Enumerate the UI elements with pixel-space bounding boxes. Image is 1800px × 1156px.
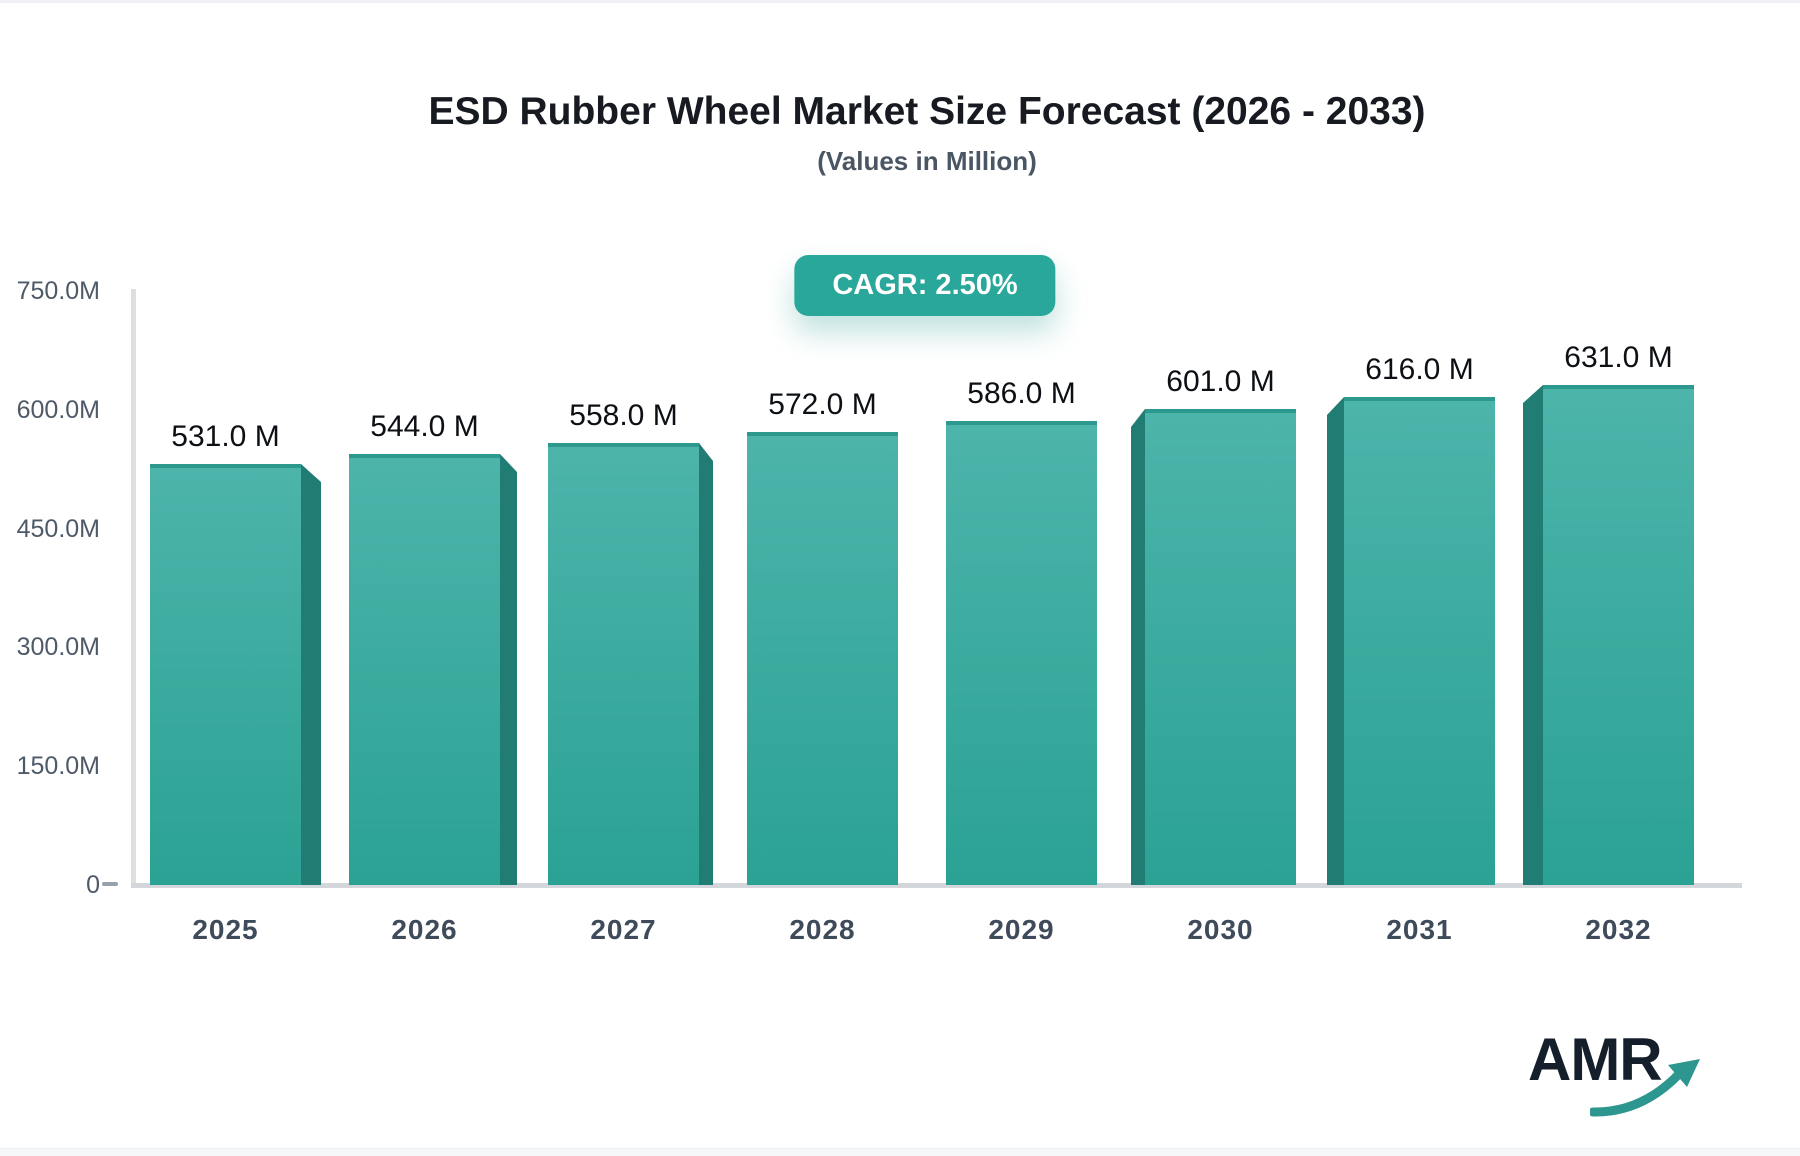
cagr-badge: CAGR: 2.50% xyxy=(794,255,1056,316)
bar-value-label: 544.0 M xyxy=(370,410,479,443)
bar-value-label: 572.0 M xyxy=(768,388,877,421)
bar-side-face xyxy=(1131,409,1145,885)
bar-value-label: 586.0 M xyxy=(967,377,1076,410)
bar-value-label: 601.0 M xyxy=(1166,365,1275,398)
bar-2031 xyxy=(1344,397,1495,885)
bar-side-face xyxy=(699,443,713,885)
zero-tick-mark xyxy=(102,882,118,886)
bar-value-label: 616.0 M xyxy=(1365,353,1474,386)
bar-2030 xyxy=(1145,409,1296,885)
chart-title: ESD Rubber Wheel Market Size Forecast (2… xyxy=(428,90,1426,133)
y-tick-label: 150.0M xyxy=(16,752,100,780)
x-tick-label: 2032 xyxy=(1585,914,1652,945)
bar-value-label: 531.0 M xyxy=(171,420,280,453)
y-tick-label: 600.0M xyxy=(16,396,100,424)
bar-2029 xyxy=(946,421,1097,885)
bar-value-label: 631.0 M xyxy=(1564,341,1673,374)
amr-logo: AMR xyxy=(1528,1026,1718,1117)
x-axis-line xyxy=(131,883,1742,888)
bar-2026 xyxy=(349,454,500,885)
trend-arrow-icon xyxy=(1590,1059,1700,1117)
x-tick-label: 2028 xyxy=(789,914,856,945)
x-tick-label: 2026 xyxy=(391,914,458,945)
bar-2025 xyxy=(150,464,301,885)
bar-side-face xyxy=(1327,397,1344,885)
bar-side-face xyxy=(1523,385,1543,885)
x-tick-label: 2030 xyxy=(1187,914,1254,945)
bar-2028 xyxy=(747,432,898,885)
y-tick-label: 750.0M xyxy=(16,277,100,305)
bar-value-label: 558.0 M xyxy=(569,399,678,432)
bar-2032 xyxy=(1543,385,1694,885)
y-axis-line xyxy=(131,289,136,887)
bottom-strip xyxy=(0,1148,1800,1156)
x-tick-label: 2029 xyxy=(988,914,1055,945)
y-tick-label: 450.0M xyxy=(16,515,100,543)
top-border xyxy=(0,0,1800,3)
x-tick-label: 2025 xyxy=(192,914,259,945)
x-tick-label: 2031 xyxy=(1386,914,1453,945)
bar-side-face xyxy=(500,454,517,885)
y-tick-label: 300.0M xyxy=(16,633,100,661)
amr-logo-text: AMR xyxy=(1528,1026,1663,1093)
chart-subtitle: (Values in Million) xyxy=(817,146,1037,176)
y-tick-label: 0 xyxy=(86,871,100,899)
x-tick-label: 2027 xyxy=(590,914,657,945)
bar-side-face xyxy=(301,464,321,885)
bar-2027 xyxy=(548,443,699,885)
